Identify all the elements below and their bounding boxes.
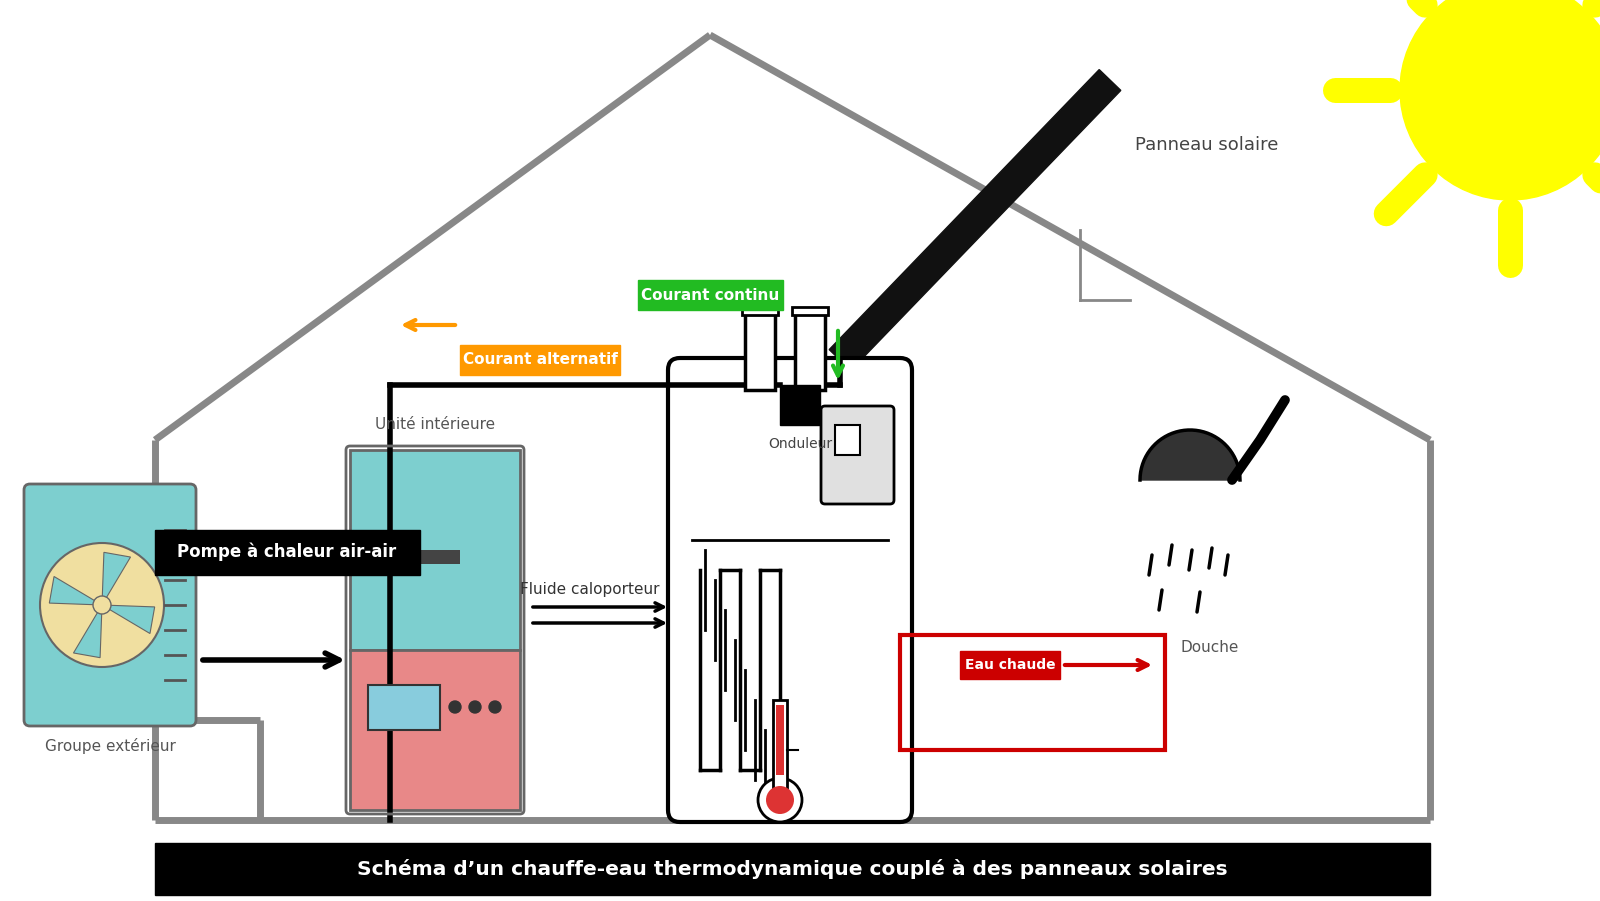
- Circle shape: [450, 701, 461, 713]
- Text: Schéma d’un chauffe-eau thermodynamique couplé à des panneaux solaires: Schéma d’un chauffe-eau thermodynamique …: [357, 859, 1227, 879]
- Circle shape: [1400, 0, 1600, 200]
- Bar: [638, 280, 782, 310]
- Polygon shape: [829, 69, 1120, 370]
- Polygon shape: [102, 605, 155, 633]
- Bar: [899, 635, 1165, 750]
- Bar: [792, 307, 829, 315]
- Bar: [835, 425, 861, 455]
- Polygon shape: [102, 552, 131, 605]
- FancyBboxPatch shape: [350, 450, 520, 650]
- Text: Panneau solaire: Panneau solaire: [1134, 136, 1278, 154]
- FancyBboxPatch shape: [350, 650, 520, 810]
- Polygon shape: [1139, 430, 1240, 480]
- Text: Onduleur: Onduleur: [768, 437, 832, 451]
- Circle shape: [469, 701, 482, 713]
- Text: Unité intérieure: Unité intérieure: [374, 417, 494, 432]
- Circle shape: [93, 596, 110, 614]
- Text: Courant continu: Courant continu: [642, 287, 779, 303]
- Text: Eau chaude: Eau chaude: [965, 658, 1056, 672]
- Bar: [795, 310, 826, 390]
- FancyBboxPatch shape: [24, 484, 195, 726]
- Text: Fluide caloporteur: Fluide caloporteur: [520, 582, 659, 597]
- Bar: [155, 530, 419, 575]
- Bar: [960, 651, 1059, 679]
- Text: Douche: Douche: [1181, 640, 1238, 655]
- FancyBboxPatch shape: [821, 406, 894, 504]
- Text: Groupe extérieur: Groupe extérieur: [45, 738, 176, 754]
- Bar: [461, 345, 621, 375]
- Bar: [400, 550, 461, 564]
- Polygon shape: [50, 577, 102, 605]
- Polygon shape: [74, 605, 102, 658]
- Text: Pompe à chaleur air-air: Pompe à chaleur air-air: [178, 542, 397, 561]
- Bar: [776, 705, 784, 775]
- Bar: [781, 385, 819, 425]
- Bar: [746, 310, 774, 390]
- Circle shape: [766, 786, 794, 814]
- Circle shape: [758, 778, 802, 822]
- FancyBboxPatch shape: [669, 358, 912, 822]
- Bar: [742, 307, 778, 315]
- Circle shape: [490, 701, 501, 713]
- Circle shape: [40, 543, 165, 667]
- Text: Courant alternatif: Courant alternatif: [462, 352, 618, 368]
- Bar: [773, 700, 787, 790]
- Bar: [368, 685, 440, 730]
- Bar: [155, 843, 1430, 895]
